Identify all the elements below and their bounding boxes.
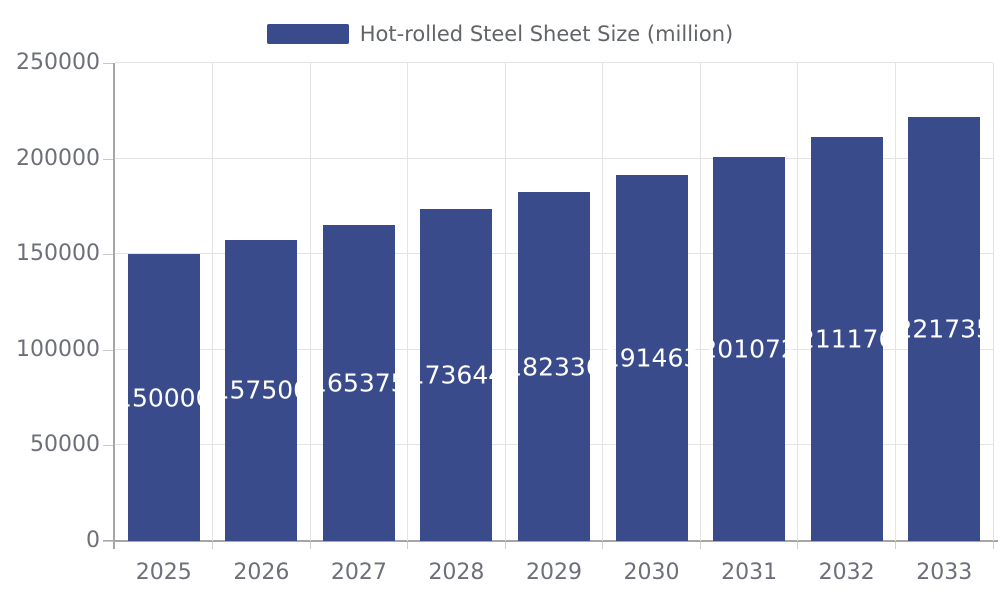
gridline-vertical bbox=[602, 63, 604, 541]
legend[interactable]: Hot-rolled Steel Sheet Size (million) bbox=[0, 22, 1000, 46]
bar-2027[interactable]: 165375 bbox=[311, 224, 407, 541]
x-axis-tick-label: 2028 bbox=[428, 560, 485, 585]
y-axis-tick-label: 200000 bbox=[16, 145, 100, 171]
y-axis-tick-label: 150000 bbox=[16, 241, 100, 267]
bar-value-label: 201072 bbox=[701, 334, 797, 364]
y-axis-line bbox=[113, 63, 115, 549]
x-axis-tick-label: 2031 bbox=[721, 560, 778, 585]
legend-swatch bbox=[266, 24, 349, 44]
gridline-vertical bbox=[504, 63, 506, 541]
y-axis-tick-mark bbox=[103, 63, 113, 64]
bar-value-label: 173644 bbox=[408, 360, 505, 390]
bar-value-label: 182336 bbox=[506, 352, 602, 382]
x-axis-tick-mark bbox=[992, 542, 994, 549]
gridline-horizontal bbox=[115, 62, 993, 63]
gridline-vertical bbox=[699, 63, 701, 541]
bar-value-label: 191463 bbox=[603, 343, 700, 373]
gridline-vertical bbox=[309, 63, 311, 541]
gridline-vertical bbox=[992, 63, 994, 541]
x-axis-tick-mark bbox=[797, 542, 799, 549]
y-axis-tick-mark bbox=[103, 254, 113, 256]
gridline-vertical bbox=[407, 63, 409, 541]
y-axis-tick-mark bbox=[103, 349, 113, 351]
y-axis-tick-mark bbox=[103, 158, 113, 160]
x-axis-tick-label: 2029 bbox=[526, 560, 582, 585]
x-axis-line bbox=[103, 540, 998, 542]
bar-value-label: 157500 bbox=[213, 375, 310, 405]
y-axis-tick-mark bbox=[103, 541, 113, 542]
bar-value-label: 221735 bbox=[896, 314, 992, 344]
y-axis-tick-label: 0 bbox=[86, 528, 100, 553]
bar-value-label: 150000 bbox=[116, 383, 212, 413]
y-axis-tick-label: 50000 bbox=[30, 432, 100, 458]
bar-2031[interactable]: 201072 bbox=[701, 156, 797, 541]
gridline-vertical bbox=[797, 63, 799, 541]
y-axis-tick-label: 100000 bbox=[16, 336, 100, 362]
x-axis-tick-label: 2033 bbox=[916, 560, 973, 585]
x-axis-tick-mark bbox=[212, 542, 214, 549]
y-axis-tick-mark bbox=[103, 445, 113, 447]
bar-value-label: 165375 bbox=[311, 368, 407, 398]
legend-label: Hot-rolled Steel Sheet Size (million) bbox=[359, 22, 734, 46]
bar-2032[interactable]: 211176 bbox=[799, 137, 894, 541]
gridline-horizontal bbox=[115, 157, 993, 159]
x-axis-tick-mark bbox=[504, 542, 506, 549]
x-axis-tick-mark bbox=[602, 542, 604, 549]
bar-2028[interactable]: 173644 bbox=[409, 209, 504, 541]
gridline-vertical bbox=[212, 63, 214, 541]
x-axis-tick-label: 2032 bbox=[818, 560, 875, 585]
x-axis-tick-label: 2030 bbox=[623, 560, 680, 585]
bar-2033[interactable]: 221735 bbox=[897, 117, 992, 541]
bar-2030[interactable]: 191463 bbox=[604, 174, 699, 541]
x-axis-tick-mark bbox=[699, 542, 701, 549]
y-axis-tick-label: 250000 bbox=[16, 50, 100, 75]
plot-area: 150000 157500 165375 173644 182336 191463 2010… bbox=[115, 62, 994, 541]
bar-2026[interactable]: 157500 bbox=[214, 239, 309, 541]
bar-value-label: 211176 bbox=[798, 324, 895, 354]
x-axis-tick-label: 2025 bbox=[135, 560, 192, 585]
x-axis-tick-label: 2026 bbox=[233, 560, 290, 585]
gridline-vertical bbox=[894, 63, 896, 541]
x-axis-tick-mark bbox=[309, 542, 311, 549]
bar-2029[interactable]: 182336 bbox=[506, 192, 602, 541]
x-axis-tick-mark bbox=[894, 542, 896, 549]
x-axis-tick-mark bbox=[407, 542, 409, 549]
x-axis-tick-label: 2027 bbox=[330, 560, 387, 585]
bar-2025[interactable]: 150000 bbox=[116, 254, 211, 541]
